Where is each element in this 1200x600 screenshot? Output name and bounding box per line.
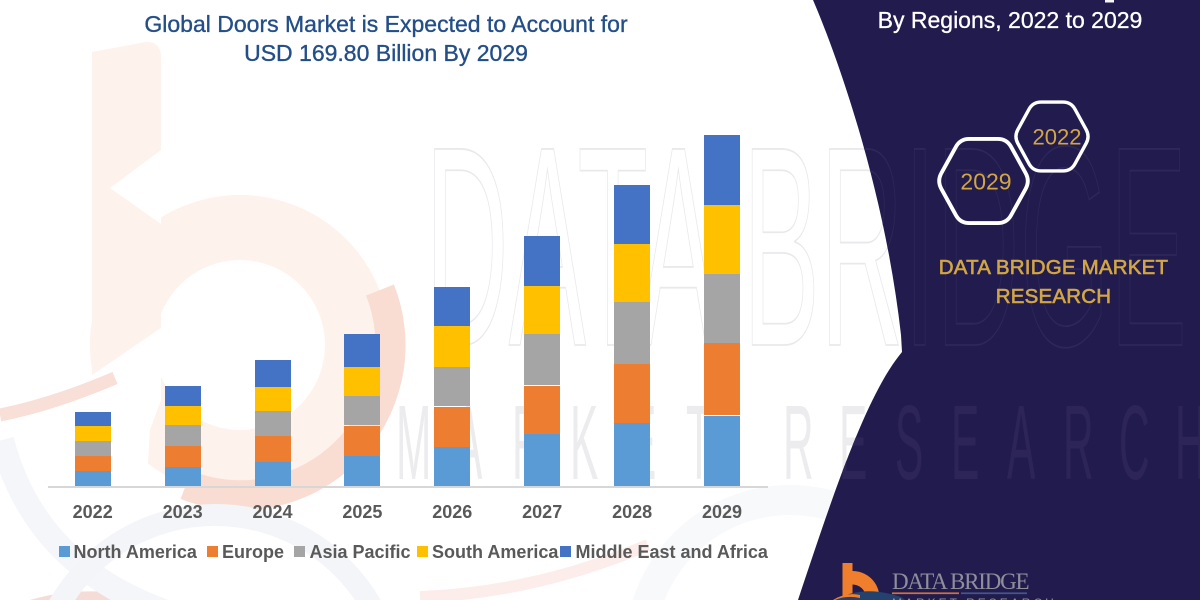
svg-text:MARKET RESEARCH: MARKET RESEARCH bbox=[892, 596, 1057, 600]
svg-text:DATA BRIDGE: DATA BRIDGE bbox=[892, 569, 1029, 594]
svg-text:2029: 2029 bbox=[960, 169, 1011, 195]
svg-text:2022: 2022 bbox=[1033, 125, 1082, 150]
